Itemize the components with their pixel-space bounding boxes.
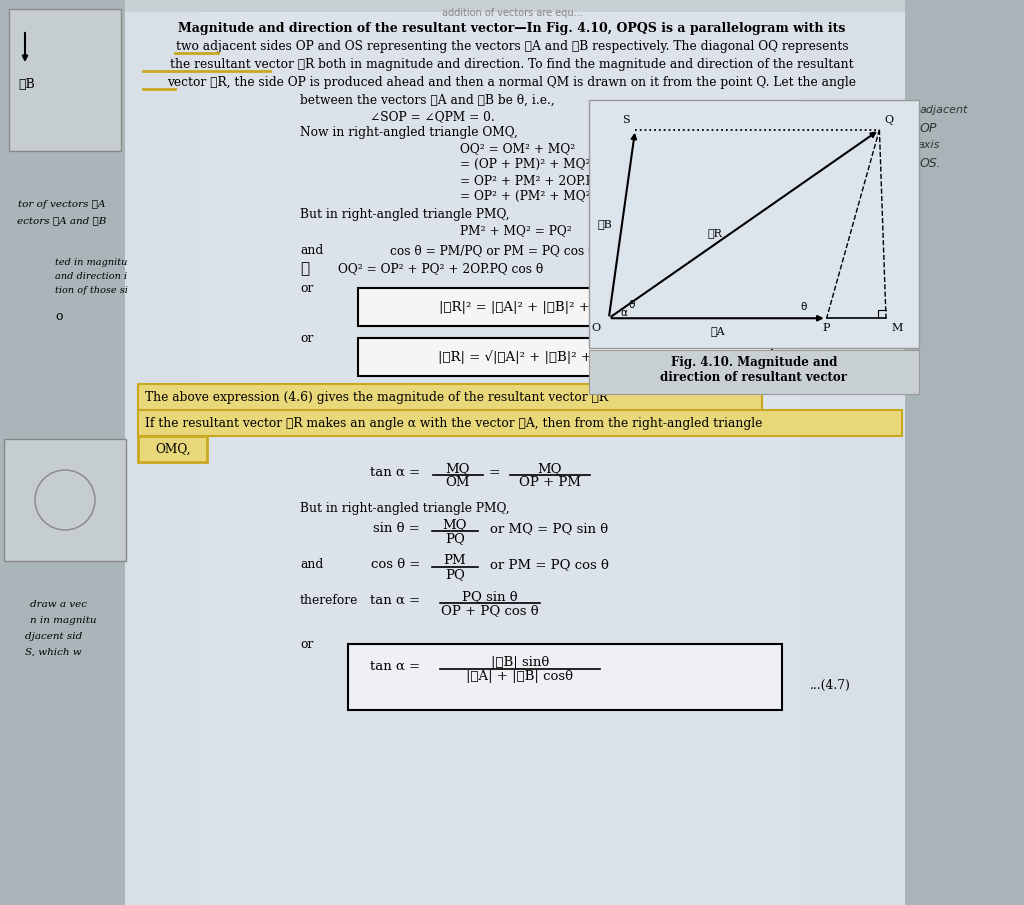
Text: ⃗R: ⃗R	[708, 228, 723, 238]
Text: vector ⃗R, the side OP is produced ahead and then a normal QM is drawn on it fro: vector ⃗R, the side OP is produced ahead…	[168, 76, 856, 89]
Text: or PM = PQ cos θ: or PM = PQ cos θ	[490, 558, 609, 571]
Bar	[0, 0, 125, 905]
Text: But in right-angled triangle PMQ,: But in right-angled triangle PMQ,	[300, 208, 510, 221]
Text: tor of vectors ⃗A: tor of vectors ⃗A	[18, 200, 105, 209]
Text: or MQ = PQ sin θ: or MQ = PQ sin θ	[490, 522, 608, 535]
Text: djacent sid: djacent sid	[25, 632, 82, 641]
Text: |⃗B| sinθ: |⃗B| sinθ	[490, 656, 549, 669]
Text: cos θ =: cos θ =	[371, 558, 420, 571]
Text: o: o	[55, 310, 62, 323]
Text: and: and	[300, 558, 324, 571]
Text: |⃗R| = √|⃗A|² + |⃗B|² + 2|⃗A|||⃗B|cosθ: |⃗R| = √|⃗A|² + |⃗B|² + 2|⃗A|||⃗B|cosθ	[438, 350, 692, 364]
Text: sin θ =: sin θ =	[374, 522, 420, 535]
Text: PM² + MQ² = PQ²: PM² + MQ² = PQ²	[460, 224, 571, 237]
Text: axis: axis	[918, 140, 940, 150]
Text: OP: OP	[920, 122, 937, 135]
Text: ∴: ∴	[300, 262, 309, 276]
Text: between the vectors ⃗A and ⃗B be θ, i.e.,: between the vectors ⃗A and ⃗B be θ, i.e.…	[300, 94, 555, 107]
Bar	[125, 0, 905, 12]
Text: OM: OM	[445, 476, 470, 489]
Text: = OP² + PM² + 2OP.PM + MQ²: = OP² + PM² + 2OP.PM + MQ²	[460, 174, 651, 187]
Text: S: S	[623, 115, 630, 125]
Text: or: or	[300, 282, 313, 295]
FancyBboxPatch shape	[138, 384, 762, 410]
Text: But in right-angled triangle PMQ,: But in right-angled triangle PMQ,	[300, 502, 510, 515]
FancyBboxPatch shape	[589, 100, 919, 348]
Text: P: P	[823, 323, 830, 333]
Text: |⃗A| + |⃗B| cosθ: |⃗A| + |⃗B| cosθ	[467, 670, 573, 683]
Text: or: or	[300, 332, 313, 345]
Text: ...(4.7): ...(4.7)	[810, 679, 851, 691]
FancyBboxPatch shape	[358, 288, 772, 326]
Text: ∠SOP = ∠QPM = 0.: ∠SOP = ∠QPM = 0.	[370, 110, 495, 123]
Text: MQ: MQ	[442, 518, 467, 531]
Text: α: α	[621, 309, 628, 319]
Bar	[200, 0, 800, 905]
Text: |⃗R|² = |⃗A|² + |⃗B|² + 2|⃗A|||⃗B|cosθ: |⃗R|² = |⃗A|² + |⃗B|² + 2|⃗A|||⃗B|cosθ	[439, 300, 690, 313]
Text: OS.: OS.	[920, 157, 942, 170]
FancyBboxPatch shape	[348, 644, 782, 710]
Text: If the resultant vector ⃗R makes an angle α with the vector ⃗A, then from the ri: If the resultant vector ⃗R makes an angl…	[145, 416, 763, 430]
Text: OP + PM: OP + PM	[519, 476, 581, 489]
Text: PQ: PQ	[445, 532, 465, 545]
Text: ectors ⃗A and ⃗B: ectors ⃗A and ⃗B	[17, 216, 106, 225]
FancyBboxPatch shape	[9, 9, 121, 151]
Text: MQ: MQ	[538, 462, 562, 475]
Text: The above expression (4.6) gives the magnitude of the resultant vector ⃗R: The above expression (4.6) gives the mag…	[145, 390, 608, 404]
Text: OQ² = OM² + MQ²: OQ² = OM² + MQ²	[460, 142, 575, 155]
Text: ⃗A: ⃗A	[711, 326, 725, 337]
Text: two adjacent sides OP and OS representing the vectors ⃗A and ⃗B respectively. Th: two adjacent sides OP and OS representin…	[176, 40, 848, 53]
Text: n in magnitu: n in magnitu	[30, 616, 96, 625]
Text: M: M	[891, 323, 902, 333]
Text: tan α =: tan α =	[370, 466, 420, 479]
FancyBboxPatch shape	[4, 439, 126, 561]
Bar	[905, 0, 1024, 905]
Text: or: or	[300, 638, 313, 651]
Text: PQ: PQ	[445, 568, 465, 581]
Text: θ: θ	[629, 300, 635, 310]
FancyBboxPatch shape	[138, 436, 207, 462]
Text: PQ sin θ: PQ sin θ	[462, 590, 518, 603]
Text: PM: PM	[443, 554, 466, 567]
Bar	[125, 0, 905, 905]
Text: Magnitude and direction of the resultant vector—In Fig. 4.10, OPQS is a parallel: Magnitude and direction of the resultant…	[178, 22, 846, 35]
Text: cos θ = PM/PQ or PM = PQ cos θ: cos θ = PM/PQ or PM = PQ cos θ	[390, 244, 596, 257]
Text: ...(4.6): ...(4.6)	[800, 350, 841, 364]
Text: draw a vec: draw a vec	[30, 600, 87, 609]
Text: MQ: MQ	[445, 462, 470, 475]
Text: ⃗B: ⃗B	[597, 219, 612, 229]
Text: =: =	[488, 466, 500, 480]
Text: = (OP + PM)² + MQ²: = (OP + PM)² + MQ²	[460, 158, 591, 171]
Text: therefore: therefore	[300, 594, 358, 607]
FancyBboxPatch shape	[358, 338, 772, 376]
Text: ⃗B: ⃗B	[18, 78, 35, 91]
Text: Now in right-angled triangle OMQ,: Now in right-angled triangle OMQ,	[300, 126, 518, 139]
Text: O: O	[592, 323, 601, 333]
FancyBboxPatch shape	[589, 350, 919, 394]
Text: and: and	[300, 244, 324, 257]
Text: tion of those si: tion of those si	[55, 286, 128, 295]
Text: θ: θ	[800, 302, 807, 312]
Text: adjacent: adjacent	[920, 105, 969, 115]
Text: tan α =: tan α =	[370, 594, 420, 607]
Text: OMQ,: OMQ,	[156, 443, 190, 455]
Text: and direction i: and direction i	[55, 272, 127, 281]
Text: OQ² = OP² + PQ² + 2OP.PQ cos θ: OQ² = OP² + PQ² + 2OP.PQ cos θ	[338, 262, 544, 275]
Text: tan α =: tan α =	[370, 660, 420, 673]
Text: the resultant vector ⃗R both in magnitude and direction. To find the magnitude a: the resultant vector ⃗R both in magnitud…	[170, 58, 854, 71]
Text: S, which w: S, which w	[25, 648, 82, 657]
Text: OP + PQ cos θ: OP + PQ cos θ	[441, 604, 539, 617]
Text: addition of vectors are equ...: addition of vectors are equ...	[441, 8, 583, 18]
Text: ted in magnitu: ted in magnitu	[55, 258, 127, 267]
Text: Fig. 4.10. Magnitude and
direction of resultant vector: Fig. 4.10. Magnitude and direction of re…	[660, 356, 848, 384]
Text: Q: Q	[885, 115, 894, 125]
FancyBboxPatch shape	[138, 410, 902, 436]
Text: = OP² + (PM² + MQ²) + 2OP.PM: = OP² + (PM² + MQ²) + 2OP.PM	[460, 190, 662, 203]
